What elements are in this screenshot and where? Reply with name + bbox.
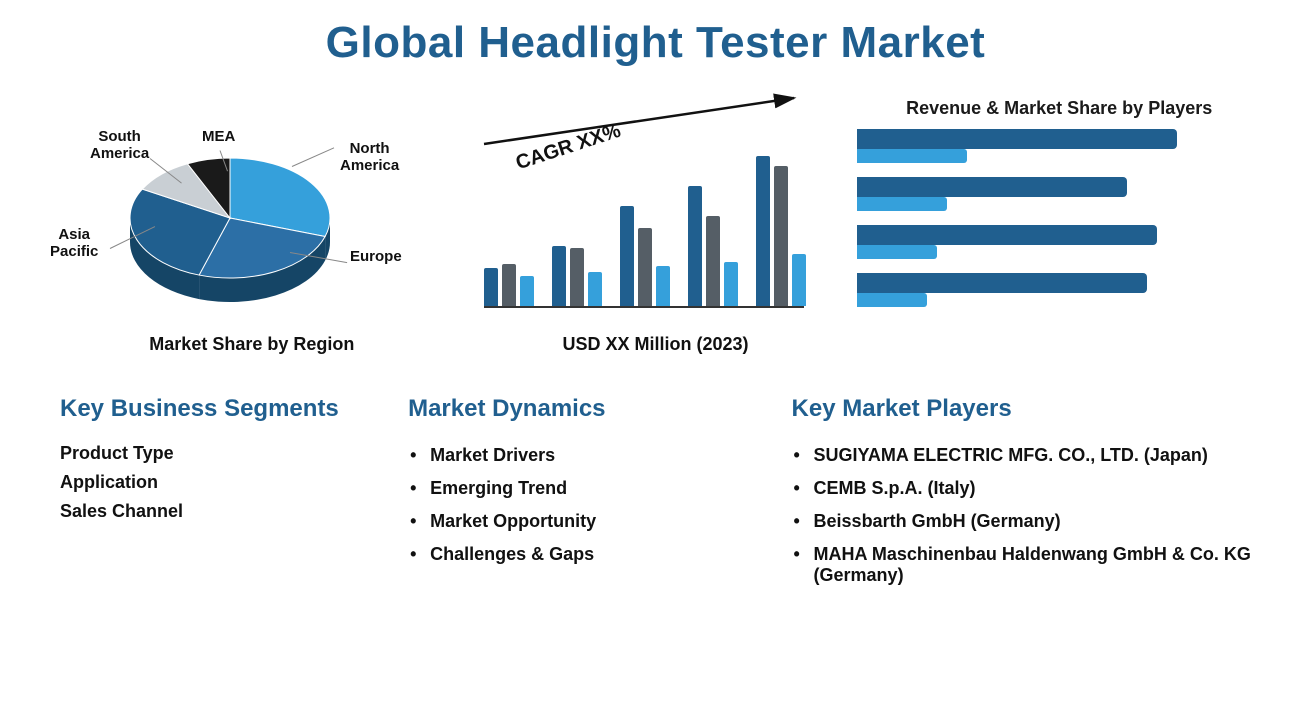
pie-caption: Market Share by Region — [50, 334, 454, 355]
dynamics-list: Market DriversEmerging TrendMarket Oppor… — [408, 439, 761, 571]
bar-caption: USD XX Million (2023) — [454, 334, 858, 355]
bar-panel: CAGR XX% USD XX Million (2023) — [454, 98, 858, 355]
hbar-panel: Revenue & Market Share by Players — [857, 98, 1261, 355]
list-item: Sales Channel — [60, 497, 378, 526]
hbar-back — [857, 129, 1177, 149]
bar — [724, 262, 738, 306]
players-list: SUGIYAMA ELECTRIC MFG. CO., LTD. (Japan)… — [792, 439, 1251, 592]
list-item: Challenges & Gaps — [408, 538, 761, 571]
bar — [756, 156, 770, 306]
list-item: MAHA Maschinenbau Haldenwang GmbH & Co. … — [792, 538, 1251, 592]
bar-group — [756, 156, 806, 306]
hbar-row — [857, 177, 1197, 211]
bottom-row: Key Business Segments Product TypeApplic… — [0, 355, 1311, 592]
bar — [552, 246, 566, 306]
pie-label: NorthAmerica — [340, 140, 399, 175]
dynamics-panel: Market Dynamics Market DriversEmerging T… — [408, 395, 761, 592]
pie-label: Europe — [350, 248, 402, 265]
pie-wrap: NorthAmerica Europe AsiaPacific SouthAmeric… — [50, 98, 410, 328]
hbar-back — [857, 225, 1157, 245]
bar-group — [484, 264, 534, 306]
list-item: Beissbarth GmbH (Germany) — [792, 505, 1251, 538]
list-item: Emerging Trend — [408, 472, 761, 505]
bar — [638, 228, 652, 306]
bar-group — [552, 246, 602, 306]
players-panel: Key Market Players SUGIYAMA ELECTRIC MFG… — [792, 395, 1251, 592]
pie-label: AsiaPacific — [50, 226, 98, 261]
bar — [570, 248, 584, 306]
bar — [588, 272, 602, 306]
bars-area — [484, 138, 804, 308]
hbar-row — [857, 225, 1197, 259]
list-item: SUGIYAMA ELECTRIC MFG. CO., LTD. (Japan) — [792, 439, 1251, 472]
list-item: Market Opportunity — [408, 505, 761, 538]
hbar-front — [857, 245, 937, 259]
hbar-row — [857, 273, 1197, 307]
bar — [484, 268, 498, 306]
hbar-back — [857, 273, 1147, 293]
bar — [706, 216, 720, 306]
pie-label: SouthAmerica — [90, 128, 149, 163]
bar-group — [620, 206, 670, 306]
players-title: Key Market Players — [792, 395, 1251, 423]
list-item: Product Type — [60, 439, 378, 468]
bar — [792, 254, 806, 306]
bar — [520, 276, 534, 306]
hbar-title: Revenue & Market Share by Players — [857, 98, 1261, 119]
hbar-front — [857, 197, 947, 211]
bar-wrap: CAGR XX% — [454, 98, 834, 328]
bar — [774, 166, 788, 306]
list-item: Application — [60, 468, 378, 497]
bar — [656, 266, 670, 306]
bar — [620, 206, 634, 306]
top-row: NorthAmerica Europe AsiaPacific SouthAmeric… — [0, 68, 1311, 355]
dynamics-title: Market Dynamics — [408, 395, 761, 423]
bar-group — [688, 186, 738, 306]
hbar-front — [857, 293, 927, 307]
bar — [502, 264, 516, 306]
bar — [688, 186, 702, 306]
hbar-row — [857, 129, 1197, 163]
list-item: CEMB S.p.A. (Italy) — [792, 472, 1251, 505]
pie-label: MEA — [202, 128, 235, 145]
segments-list: Product TypeApplicationSales Channel — [60, 439, 378, 526]
segments-title: Key Business Segments — [60, 395, 378, 423]
list-item: Market Drivers — [408, 439, 761, 472]
hbar-back — [857, 177, 1127, 197]
page-title: Global Headlight Tester Market — [0, 0, 1311, 68]
hbar-front — [857, 149, 967, 163]
segments-panel: Key Business Segments Product TypeApplic… — [60, 395, 378, 592]
hbar-rows — [857, 129, 1261, 307]
pie-panel: NorthAmerica Europe AsiaPacific SouthAmeric… — [50, 98, 454, 355]
